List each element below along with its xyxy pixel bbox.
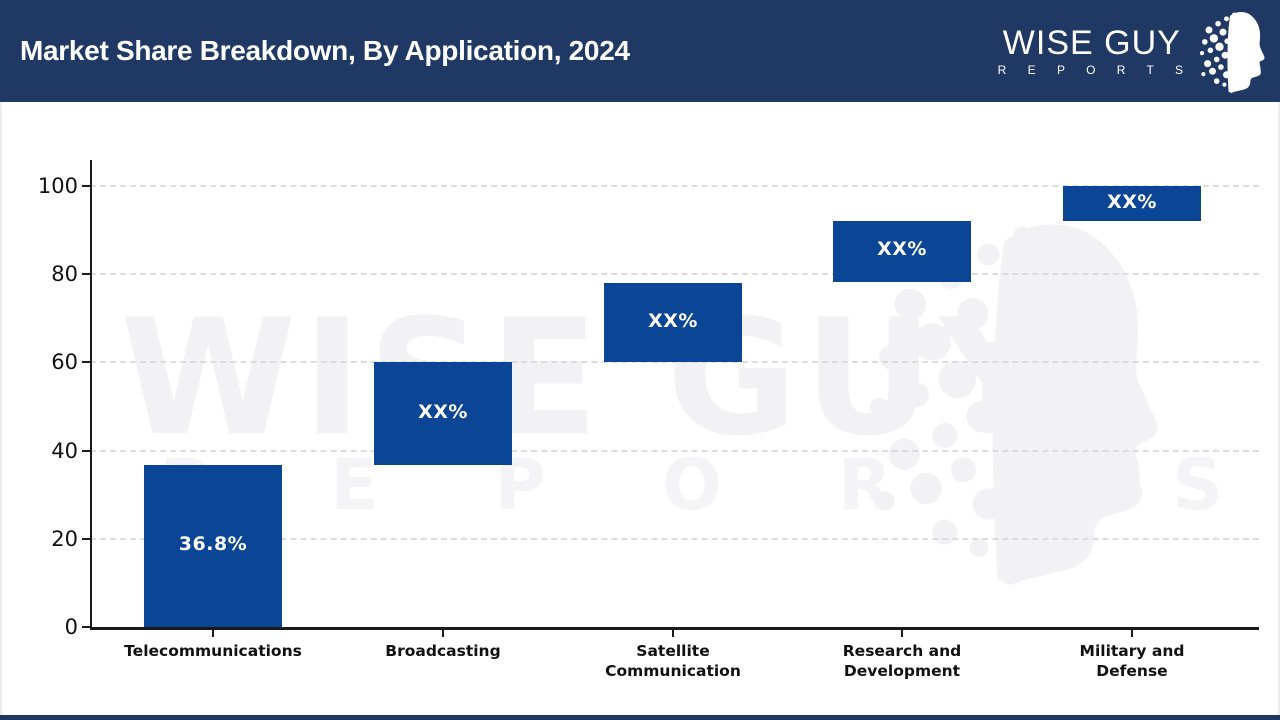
- category-label-telecommunications: Telecommunications: [124, 642, 302, 660]
- y-tick-mark-20: [82, 537, 90, 540]
- y-axis-line: [90, 160, 92, 629]
- y-tick-label-100: 100: [37, 174, 78, 198]
- bar-military-and-defense: [1063, 186, 1201, 222]
- y-tick-label-40: 40: [51, 438, 78, 463]
- bar-value-label-broadcasting: XX%: [418, 400, 468, 423]
- brand-logo: WISE GUY R E P O R T S: [992, 9, 1280, 93]
- y-tick-mark-100: [82, 185, 90, 187]
- bar-satellite-communication: [604, 283, 742, 363]
- x-tick-mark-military-and-defense: [1131, 630, 1133, 637]
- x-tick-mark-research-and-development: [901, 630, 903, 637]
- brand-text: WISE GUY R E P O R T S: [992, 25, 1192, 77]
- category-label-broadcasting: Broadcasting: [385, 642, 501, 660]
- brand-subname: R E P O R T S: [997, 63, 1192, 77]
- x-tick-mark-broadcasting: [442, 630, 444, 637]
- gridline-100: [90, 185, 1259, 187]
- brand-name: WISE GUY: [1002, 24, 1181, 62]
- bar-value-label-telecommunications: 36.8%: [178, 532, 248, 555]
- y-tick-label-20: 20: [51, 526, 78, 551]
- bar-value-label-research-and-development: XX%: [877, 238, 927, 261]
- y-tick-mark-80: [82, 273, 90, 276]
- gridline-60: [90, 361, 1259, 364]
- page-title: Market Share Breakdown, By Application, …: [20, 35, 630, 66]
- category-label-satellite-communication: Satellite Communication: [605, 642, 741, 680]
- y-tick-mark-40: [82, 449, 90, 452]
- y-tick-mark-60: [82, 361, 90, 364]
- category-label-research-and-development: Research and Development: [842, 642, 962, 680]
- gridline-80: [90, 273, 1259, 276]
- y-tick-mark-0: [82, 626, 90, 628]
- header-bar: Market Share Breakdown, By Application, …: [0, 0, 1280, 102]
- wise-guy-head-icon: [1194, 9, 1266, 93]
- chart-area: WISE GUY R E P O R T S 0 20 40 60 80 100 36.8%…: [0, 102, 1280, 715]
- x-tick-mark-telecommunications: [212, 630, 214, 637]
- bar-value-label-military-and-defense: XX%: [1107, 190, 1157, 213]
- gridline-40: [90, 449, 1259, 452]
- y-tick-label-0: 0: [64, 615, 78, 639]
- bar-research-and-development: [833, 221, 971, 282]
- gridline-20: [90, 537, 1259, 540]
- y-tick-label-80: 80: [51, 262, 78, 287]
- category-label-military-and-defense: Military and Defense: [1079, 642, 1185, 680]
- x-tick-mark-satellite-communication: [672, 630, 674, 637]
- footer-bar: [0, 715, 1280, 720]
- y-tick-label-60: 60: [51, 350, 78, 375]
- x-axis-line: [90, 627, 1259, 630]
- bar-value-label-satellite-communication: XX%: [648, 309, 698, 332]
- bar-broadcasting: [374, 362, 512, 465]
- bar-telecommunications: [144, 464, 282, 627]
